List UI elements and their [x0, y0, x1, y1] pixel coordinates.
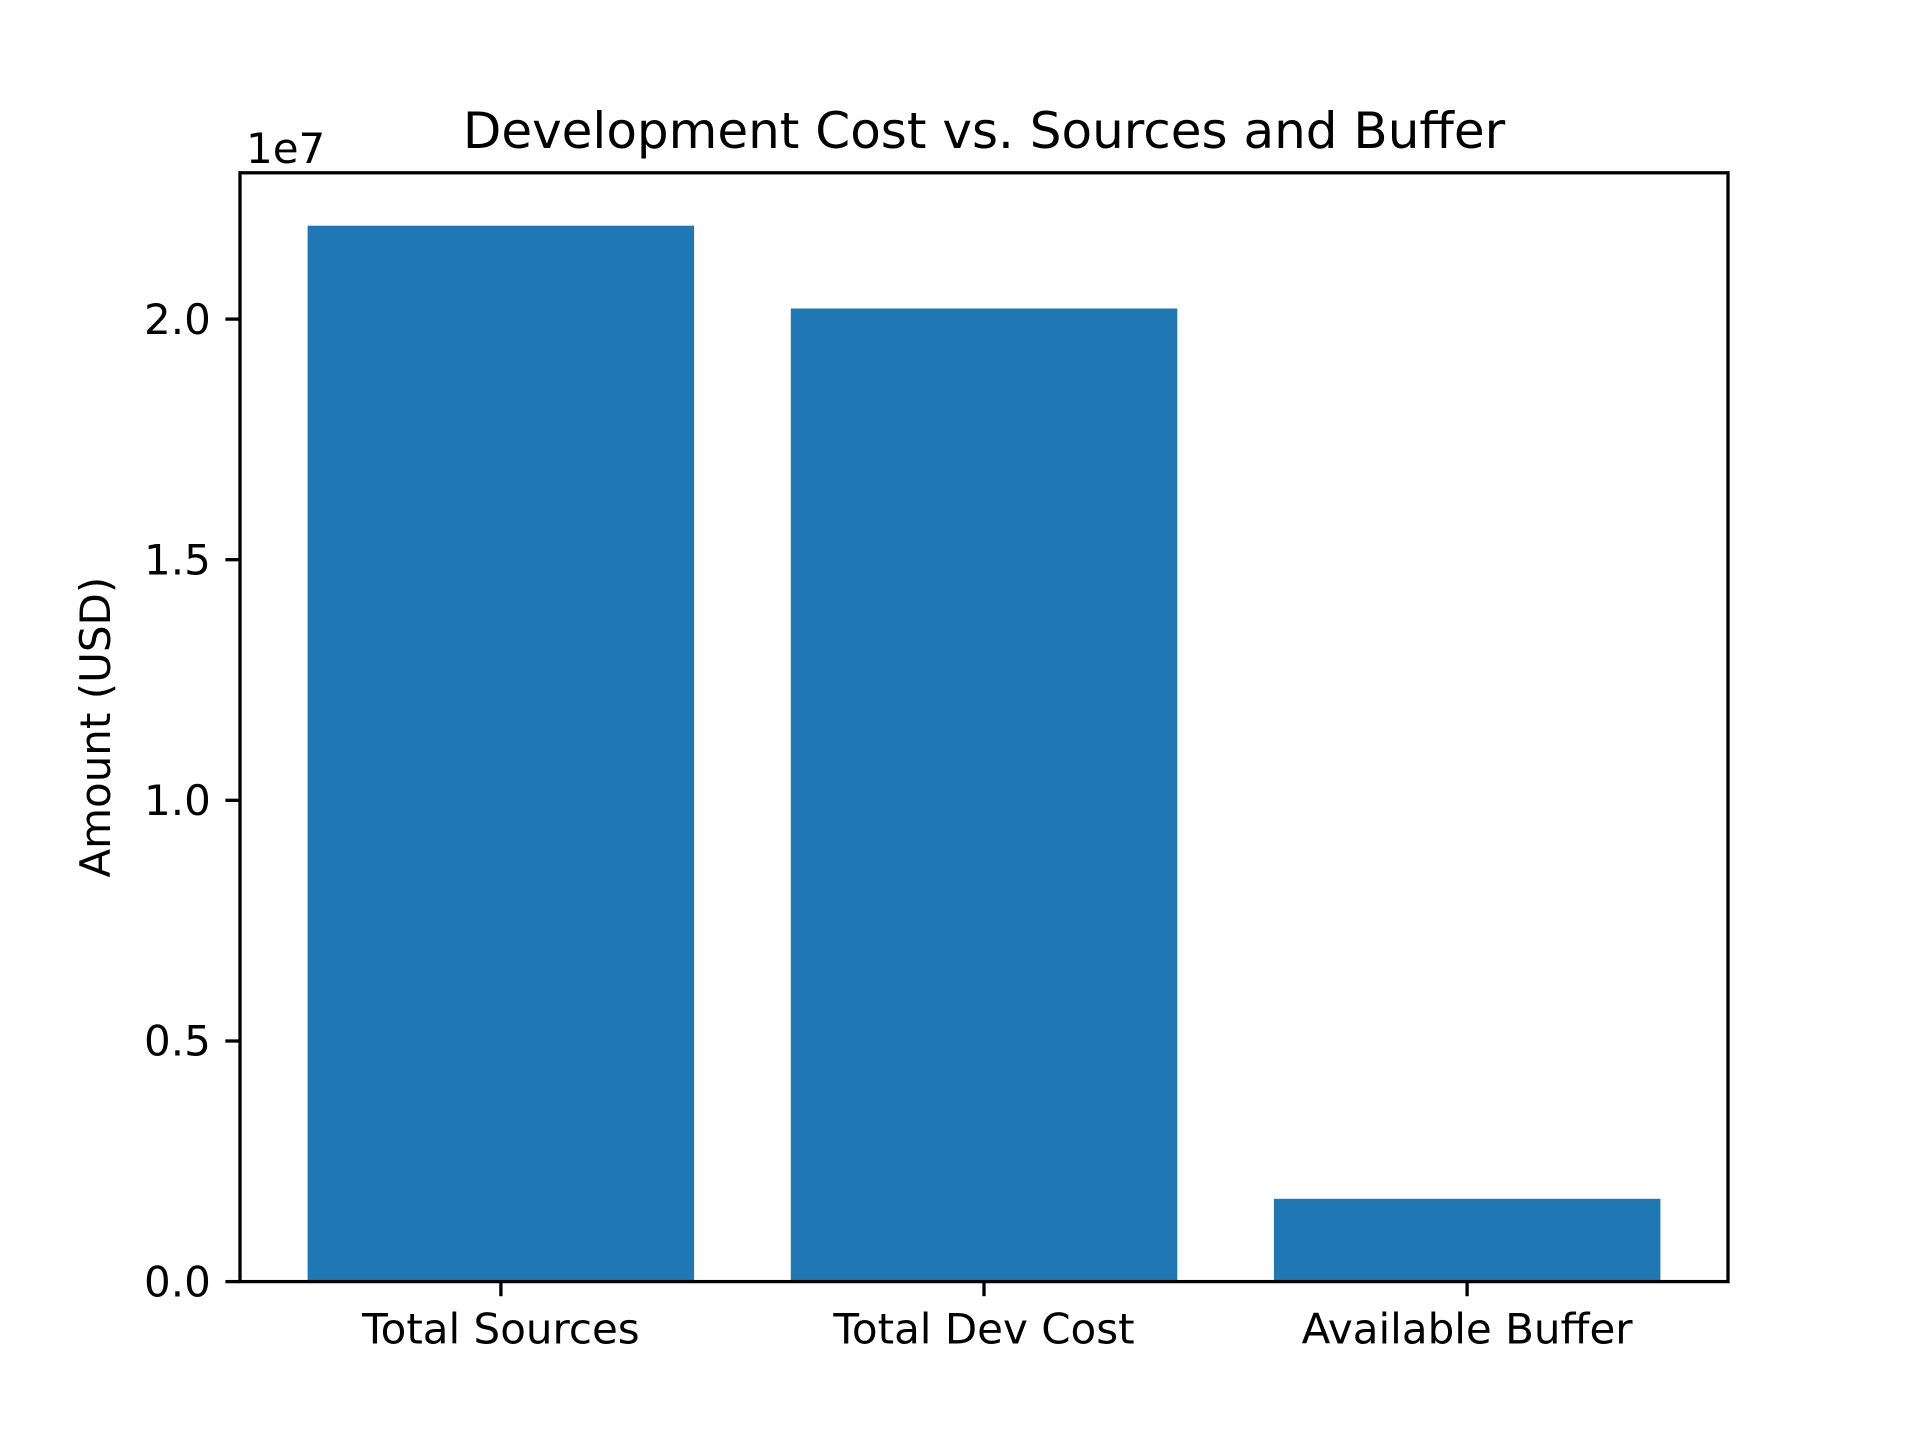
- y-tick-label: 2.0: [144, 295, 211, 344]
- y-tick-label: 0.0: [144, 1257, 211, 1306]
- x-tick-label-available-buffer: Available Buffer: [1302, 1305, 1634, 1354]
- x-tick-label-total-dev-cost: Total Dev Cost: [832, 1305, 1134, 1354]
- x-tick-label-total-sources: Total Sources: [361, 1305, 640, 1354]
- y-axis-label: Amount (USD): [71, 577, 120, 878]
- y-tick-label: 0.5: [144, 1017, 211, 1066]
- bar-available-buffer: [1273, 1198, 1661, 1282]
- y-tick-label: 1.0: [144, 776, 211, 825]
- chart-title: Development Cost vs. Sources and Buffer: [463, 102, 1506, 160]
- bar-total-sources: [307, 225, 695, 1282]
- y-axis-offset-label: 1e7: [246, 124, 325, 173]
- y-tick-label: 1.5: [144, 535, 211, 584]
- bar-total-dev-cost: [790, 308, 1178, 1282]
